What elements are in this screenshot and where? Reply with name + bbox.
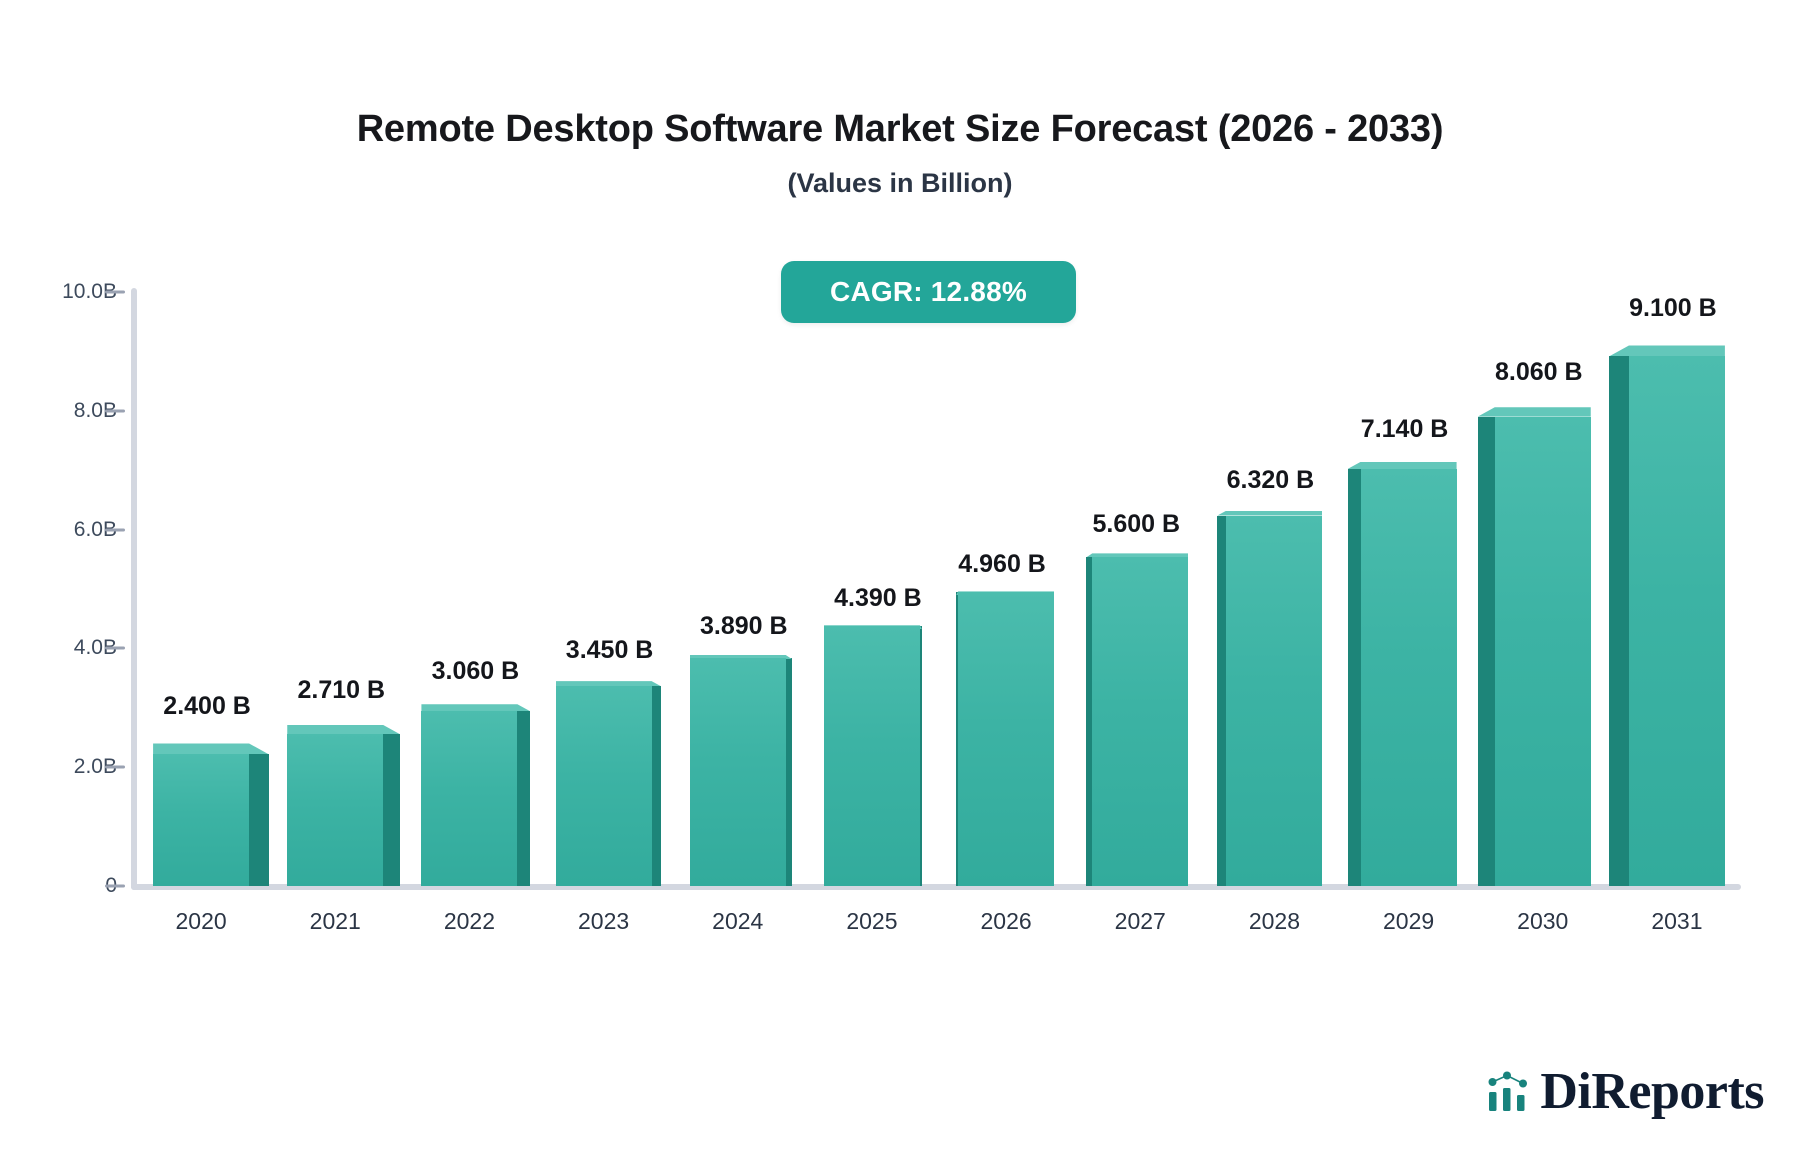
bar-2028[interactable] [1217, 510, 1323, 886]
x-axis-line [131, 884, 1741, 890]
bar-2024[interactable] [689, 654, 792, 886]
bar-value-label: 5.600 B [1092, 510, 1181, 539]
y-axis-line [131, 288, 137, 890]
x-axis-tick-label: 2024 [712, 908, 764, 934]
logo-wordmark: DiReports [1540, 1063, 1764, 1120]
bar-front-face [689, 658, 786, 886]
y-axis-tick-mark [105, 290, 125, 294]
y-axis-tick-mark [105, 646, 125, 650]
bar-front-face [421, 711, 518, 886]
bar-front-face [1628, 356, 1725, 886]
bar-front-face [823, 626, 920, 886]
bar-top-face [1217, 510, 1323, 516]
bar-value-label: 3.890 B [699, 611, 788, 640]
bar-side-face [651, 686, 661, 886]
chart-subtitle: (Values in Billion) [787, 168, 1013, 198]
y-axis-tick-mark [105, 884, 125, 888]
y-axis-tick-label: 2.0B [73, 755, 117, 779]
x-axis-tick-label: 2030 [1517, 908, 1569, 934]
bar-side-face [956, 592, 959, 886]
bar-top-face [689, 654, 792, 659]
cagr-badge: CAGR: 12.88% [781, 261, 1076, 323]
bar-value-label: 2.400 B [163, 692, 251, 721]
bar-top-face [287, 725, 401, 735]
bar-top-face [1347, 461, 1457, 470]
chart-title: Remote Desktop Software Market Size Fore… [356, 108, 1444, 150]
x-axis-tick-label: 2029 [1382, 908, 1435, 934]
x-axis-tick-label: 2027 [1114, 908, 1166, 934]
x-axis-tick-label: 2022 [443, 908, 495, 934]
bar-value-label: 8.060 B [1494, 357, 1583, 386]
bar-value-label: 7.140 B [1360, 414, 1449, 443]
bar-2029[interactable] [1347, 461, 1457, 886]
bar-front-face [1494, 416, 1591, 886]
y-axis-tick-label: 8.0B [73, 398, 117, 422]
bar-2025[interactable] [823, 625, 922, 886]
bar-side-face [919, 626, 922, 886]
bar-value-label: 4.390 B [834, 584, 922, 613]
bar-2027[interactable] [1086, 553, 1189, 886]
bar-2021[interactable] [287, 725, 401, 886]
bar-front-face [153, 754, 250, 886]
bar-2030[interactable] [1477, 407, 1591, 886]
x-axis-tick-label: 2023 [577, 908, 630, 934]
bar-front-face [1092, 556, 1189, 886]
x-axis-tick-label: 2028 [1248, 908, 1300, 934]
y-axis-tick-label: 6.0B [73, 517, 117, 541]
bar-2023[interactable] [555, 681, 661, 886]
direports-logo: DiReports [1487, 1066, 1764, 1118]
bar-side-face [1086, 556, 1093, 886]
bar-2031[interactable] [1608, 345, 1725, 886]
bar-top-face [421, 704, 531, 712]
x-axis-tick-label: 2020 [175, 908, 227, 934]
bar-value-label: 2.710 B [297, 675, 386, 704]
x-axis-tick-label: 2025 [846, 908, 898, 934]
bar-value-label: 3.060 B [431, 657, 520, 686]
x-axis-tick-label: 2031 [1651, 908, 1703, 934]
y-axis-tick-mark [105, 409, 125, 413]
bar-side-face [517, 711, 531, 886]
bar-side-face [1608, 356, 1629, 886]
bar-value-label: 9.100 B [1629, 294, 1717, 323]
bar-2022[interactable] [421, 704, 531, 886]
bar-2020[interactable] [153, 743, 270, 886]
bar-side-face [249, 754, 270, 886]
y-axis-tick-label: 4.0B [73, 636, 117, 660]
bar-top-face [555, 681, 661, 687]
y-axis-tick-mark [105, 765, 125, 769]
bar-side-face [785, 658, 792, 886]
bar-side-face [1477, 416, 1495, 886]
bar-side-face [1347, 469, 1361, 886]
bar-front-face [1360, 469, 1457, 886]
x-axis-tick-label: 2026 [980, 908, 1032, 934]
bar-front-face [287, 734, 384, 886]
y-axis-tick-label: 0 [7, 874, 117, 898]
bar-top-face [1477, 407, 1591, 417]
bar-side-face [383, 734, 401, 886]
bar-value-label: 4.960 B [958, 550, 1046, 579]
bar-top-face [153, 743, 270, 755]
bar-top-face [1608, 345, 1725, 357]
bar-value-label: 3.450 B [565, 636, 654, 665]
bar-top-face [1086, 553, 1189, 558]
y-axis-tick-label: 10.0B [62, 280, 117, 303]
y-axis-tick-mark [105, 528, 125, 532]
bar-value-label: 6.320 B [1226, 465, 1315, 494]
bar-front-face [555, 686, 652, 886]
bar-front-face [1226, 515, 1323, 886]
x-axis-tick-label: 2021 [309, 908, 361, 934]
bar-side-face [1217, 515, 1227, 886]
bar-2026[interactable] [956, 591, 1055, 886]
bar-front-face [958, 592, 1055, 886]
bar-chart-logo-icon [1488, 1071, 1528, 1111]
